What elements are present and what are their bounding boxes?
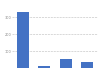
Bar: [38, 66, 50, 68]
Bar: [17, 12, 29, 68]
Bar: [81, 62, 93, 68]
Bar: [60, 59, 72, 68]
